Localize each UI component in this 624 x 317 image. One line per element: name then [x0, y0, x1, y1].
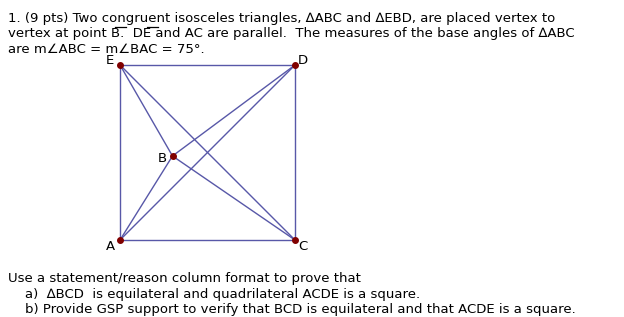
Text: b) Provide GSP support to verify that BCD is equilateral and that ACDE is a squa: b) Provide GSP support to verify that BC…: [8, 303, 576, 316]
Text: a)  ∆BCD  is equilateral and quadrilateral ACDE is a square.: a) ∆BCD is equilateral and quadrilateral…: [8, 288, 420, 301]
Text: vertex at point B.  DE and AC are parallel.  The measures of the base angles of : vertex at point B. DE and AC are paralle…: [8, 27, 575, 40]
Text: A: A: [105, 240, 115, 253]
Text: Use a statement/reason column format to prove that: Use a statement/reason column format to …: [8, 272, 361, 285]
Text: E: E: [106, 55, 114, 68]
Text: C: C: [298, 240, 308, 253]
Text: are m∠ABC = m∠BAC = 75°.: are m∠ABC = m∠BAC = 75°.: [8, 43, 205, 56]
Text: 1. (9 pts) Two congruent isosceles triangles, ∆ABC and ∆EBD, are placed vertex t: 1. (9 pts) Two congruent isosceles trian…: [8, 12, 555, 25]
Text: B: B: [158, 152, 167, 165]
Text: D: D: [298, 55, 308, 68]
